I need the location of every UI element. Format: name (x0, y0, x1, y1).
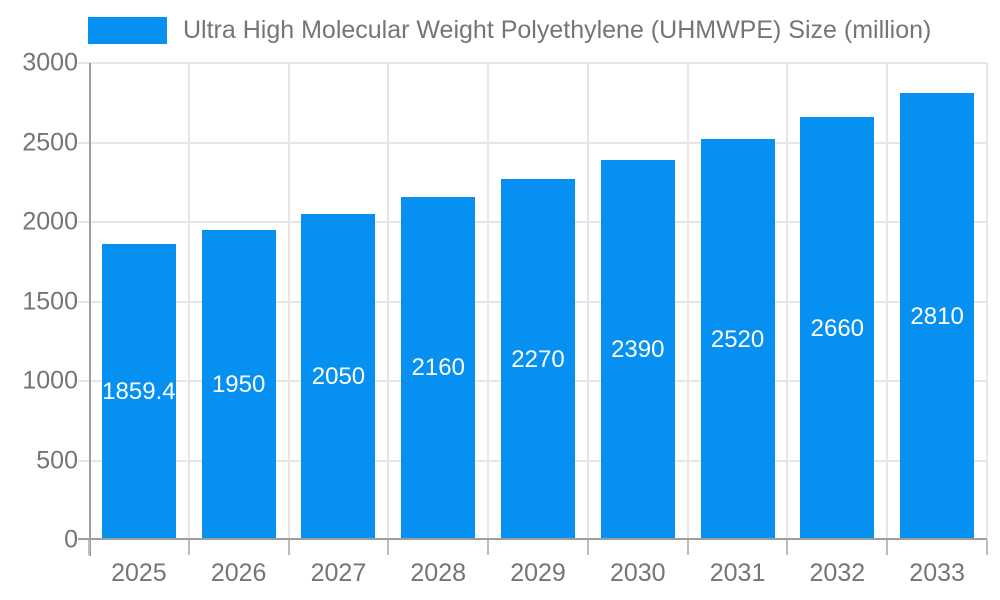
bar-2031[interactable] (700, 139, 775, 540)
y-axis-tick-label: 3000 (22, 48, 78, 77)
bar-value-label: 2270 (511, 345, 565, 373)
x-axis-tick (686, 540, 689, 555)
x-axis-tick (287, 540, 290, 555)
x-axis-tick-label: 2026 (210, 559, 267, 587)
bar-value-label: 1950 (211, 370, 266, 398)
bar-2033[interactable] (900, 93, 975, 540)
gridline-horizontal (78, 62, 987, 64)
x-axis-tick (487, 540, 490, 555)
bar-2026[interactable] (201, 229, 276, 540)
bar-value-label: 2520 (710, 325, 765, 353)
gridline-vertical (287, 63, 290, 540)
y-axis-tick-label: 0 (64, 525, 78, 554)
x-axis-tick-label: 2029 (510, 559, 566, 587)
x-axis-line (78, 538, 987, 540)
gridline-horizontal (78, 141, 987, 144)
bar-value-label: 2660 (810, 314, 865, 342)
legend-label: Ultra High Molecular Weight Polyethylene… (183, 16, 932, 44)
plot-area: 1859.4 1950 2050 2160 2270 2390 2520 2660 2810 (78, 62, 988, 556)
bar-value-label: 2050 (311, 363, 366, 391)
x-axis-tick-label: 2033 (909, 559, 965, 587)
x-axis-tick-label: 2032 (809, 559, 866, 587)
x-axis-tick (886, 540, 889, 555)
gridline-vertical (686, 63, 689, 540)
y-axis-tick-label: 1500 (22, 287, 78, 315)
bar-value-label: 1859.4 (102, 378, 176, 406)
x-axis-tick-label: 2027 (310, 559, 367, 587)
gridline-vertical (487, 63, 490, 540)
bar-2028[interactable] (401, 196, 476, 540)
bar-2029[interactable] (501, 179, 575, 540)
y-axis-tick-label: 2000 (22, 207, 78, 236)
y-axis-tick-label: 1000 (22, 366, 78, 395)
x-axis-tick (786, 540, 789, 555)
bar-2027[interactable] (301, 214, 376, 540)
gridline-vertical (187, 63, 190, 540)
bar-2032[interactable] (800, 117, 875, 540)
y-axis-line (89, 63, 91, 556)
bar-value-label: 2390 (611, 335, 665, 363)
y-axis-tick-label: 2500 (22, 128, 78, 156)
legend-swatch (88, 17, 167, 44)
legend-item[interactable]: Ultra High Molecular Weight Polyethylene… (88, 16, 931, 45)
bar-value-label: 2810 (910, 302, 964, 330)
x-axis-tick (187, 540, 190, 555)
gridline-vertical (786, 63, 789, 540)
bar-2030[interactable] (600, 159, 675, 540)
gridline-vertical (387, 63, 390, 540)
x-axis-tick (586, 540, 589, 555)
x-axis-tick (986, 540, 988, 555)
x-axis-tick-label: 2030 (609, 559, 666, 587)
x-axis-tick (88, 540, 90, 555)
x-axis-tick (387, 540, 390, 555)
gridline-vertical (986, 63, 988, 540)
x-axis-tick-label: 2025 (111, 559, 167, 587)
y-axis-tick-label: 500 (36, 446, 78, 474)
gridline-vertical (886, 63, 889, 540)
x-axis-tick-label: 2028 (410, 559, 467, 587)
bar-value-label: 2160 (411, 354, 465, 382)
bar-2025[interactable] (101, 244, 176, 540)
gridline-vertical (586, 63, 589, 540)
x-axis-tick-label: 2031 (709, 559, 766, 587)
